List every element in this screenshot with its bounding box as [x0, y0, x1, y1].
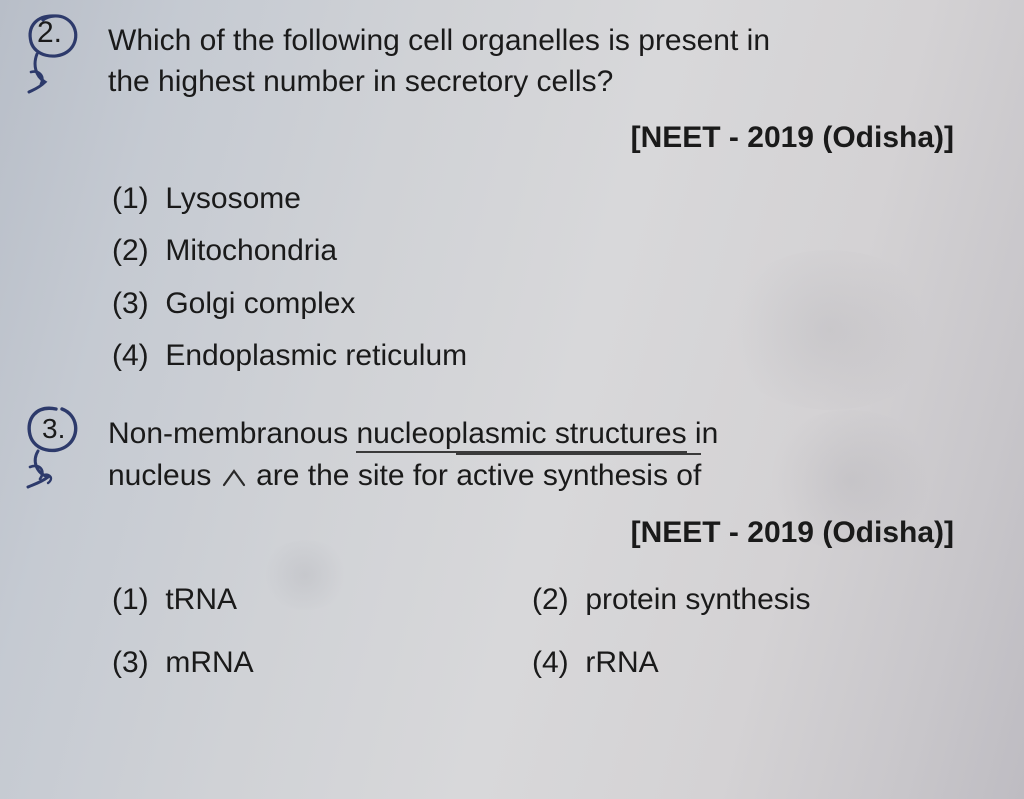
option-number: (3) — [112, 646, 149, 679]
option-label: Golgi complex — [165, 287, 355, 320]
page: 2. Which of the following cell organelle… — [0, 0, 1024, 799]
question-1-number-marker: 2. — [25, 12, 83, 62]
question-1-text-line1: Which of the following cell organelles i… — [108, 24, 770, 57]
option-number: (1) — [112, 583, 149, 616]
option-number: (4) — [112, 339, 149, 372]
option-number: (2) — [112, 234, 149, 267]
option-1-4: (4) Endoplasmic reticulum — [112, 330, 984, 383]
question-1-options: (1) Lysosome (2) Mitochondria (3) Golgi … — [112, 173, 984, 383]
option-1-3: (3) Golgi complex — [112, 278, 984, 331]
question-2-text-line2b: are the site for — [256, 459, 456, 492]
option-label: protein synthesis — [585, 583, 810, 616]
question-2: 3. Non-membranous nucleoplasmic structur… — [30, 413, 984, 694]
option-number: (2) — [532, 583, 569, 616]
option-label: Lysosome — [165, 182, 301, 215]
question-1-text: Which of the following cell organelles i… — [108, 20, 984, 103]
option-label: Endoplasmic reticulum — [165, 339, 467, 372]
question-2-number-marker: 3. — [22, 403, 84, 496]
question-2-text-underlined: nucleoplasmic structures — [356, 417, 686, 453]
question-1-number: 2. — [37, 16, 62, 50]
option-1-1: (1) Lysosome — [112, 173, 984, 226]
option-number: (4) — [532, 646, 569, 679]
question-1-source: [NEET - 2019 (Odisha)] — [30, 121, 984, 155]
option-label: rRNA — [585, 646, 658, 679]
option-2-4: (4) rRNA — [532, 631, 984, 694]
question-1-text-line2: the highest number in secretory cells? — [108, 65, 613, 98]
question-2-options: (1) tRNA (2) protein synthesis (3) mRNA … — [112, 568, 984, 694]
option-row: (3) mRNA (4) rRNA — [112, 631, 984, 694]
option-label: tRNA — [165, 583, 237, 616]
question-2-text-overlined: active synthesis of — [456, 453, 701, 498]
option-number: (3) — [112, 287, 149, 320]
option-number: (1) — [112, 182, 149, 215]
svg-text:3.: 3. — [42, 413, 65, 444]
option-2-1: (1) tRNA — [112, 568, 532, 631]
question-2-text-line2a: nucleus — [108, 459, 211, 492]
question-2-text-part1: Non-membranous — [108, 417, 356, 450]
option-row: (1) tRNA (2) protein synthesis — [112, 568, 984, 631]
pen-circle-icon: 3. — [22, 403, 84, 491]
caret-mark-icon — [220, 467, 248, 489]
option-label: Mitochondria — [165, 234, 337, 267]
question-2-text: Non-membranous nucleoplasmic structures … — [108, 413, 984, 498]
option-2-3: (3) mRNA — [112, 631, 532, 694]
question-2-source: [NEET - 2019 (Odisha)] — [30, 516, 984, 550]
option-2-2: (2) protein synthesis — [532, 568, 984, 631]
option-1-2: (2) Mitochondria — [112, 225, 984, 278]
question-2-text-part2: in — [687, 417, 719, 450]
option-label: mRNA — [165, 646, 253, 679]
question-1: 2. Which of the following cell organelle… — [30, 20, 984, 383]
